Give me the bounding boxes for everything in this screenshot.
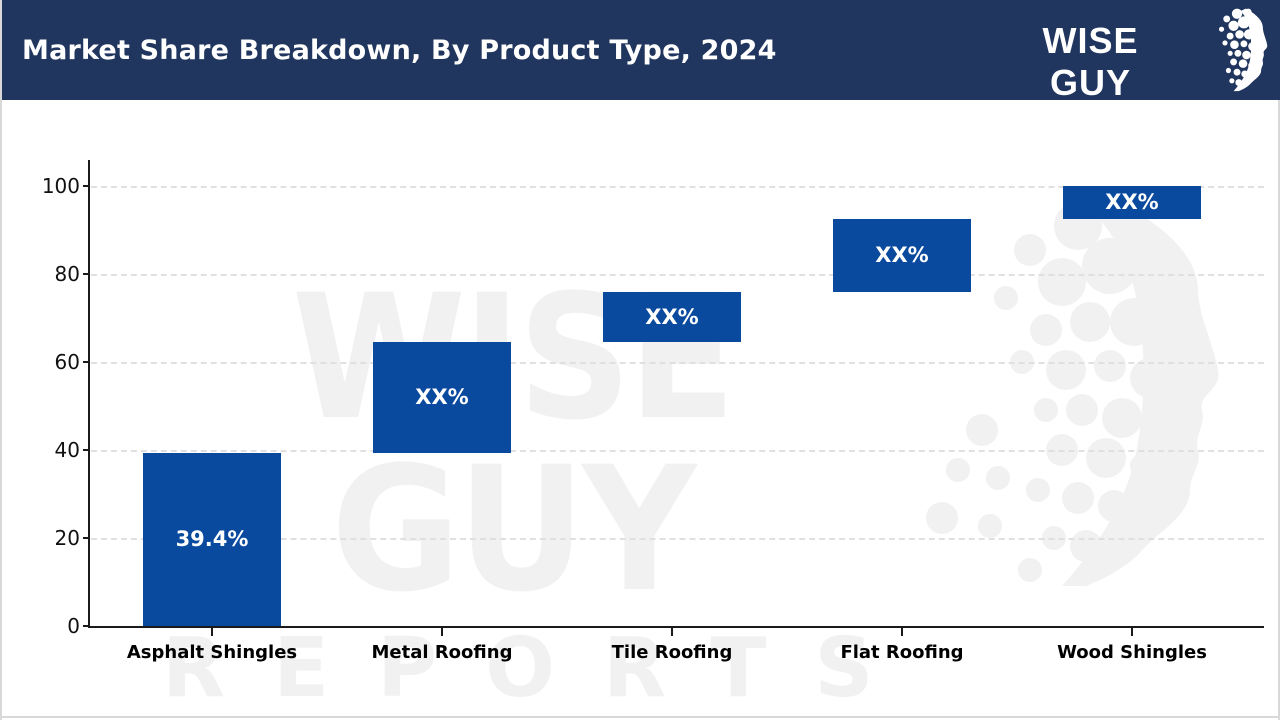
- bar-value-label: XX%: [875, 243, 929, 268]
- x-category-label: Metal Roofing: [371, 642, 513, 663]
- bar-wood-shingles: XX%: [1063, 186, 1201, 219]
- y-tick-label: 80: [54, 262, 80, 286]
- y-tick-label: 60: [54, 350, 80, 374]
- wiseguy-logo: WISE GUY REPORTS: [998, 6, 1268, 122]
- bar-value-label: XX%: [1105, 190, 1159, 215]
- x-tick-mark: [1131, 628, 1133, 636]
- x-tick-mark: [211, 628, 213, 636]
- logo-wordmark: WISE GUY: [1042, 20, 1139, 103]
- logo-subtitle: REPORTS: [1028, 106, 1159, 122]
- y-tick-mark: [83, 537, 90, 539]
- wiseguy-head-icon: [1218, 8, 1268, 92]
- waterfall-chart: 0 20 40 60 80 100 39.4% Asphalt Shingles XX% Meta…: [2, 100, 1280, 716]
- bar-asphalt-shingles: 39.4%: [143, 452, 281, 626]
- y-tick-mark: [83, 361, 90, 363]
- x-category-label: Asphalt Shingles: [126, 642, 298, 663]
- y-tick-mark: [83, 449, 90, 451]
- y-tick-mark: [83, 625, 90, 627]
- gridline-y80: [91, 274, 1264, 276]
- y-tick-label: 0: [67, 614, 80, 638]
- logo-text: WISE GUY REPORTS: [998, 20, 1183, 122]
- x-category-label: Wood Shingles: [1057, 642, 1207, 663]
- y-tick-label: 20: [54, 526, 80, 550]
- gridline-y40: [91, 450, 1264, 452]
- y-tick-label: 40: [54, 438, 80, 462]
- x-tick-mark: [671, 628, 673, 636]
- x-axis-spine: [88, 626, 1264, 628]
- gridline-y100: [91, 186, 1264, 188]
- x-tick-mark: [901, 628, 903, 636]
- gridline-y20: [91, 538, 1264, 540]
- x-category-label: Flat Roofing: [840, 642, 964, 663]
- x-tick-mark: [441, 628, 443, 636]
- x-category-label: Tile Roofing: [611, 642, 733, 663]
- y-tick-label: 100: [41, 174, 80, 198]
- y-tick-mark: [83, 273, 90, 275]
- bottom-border-rule: [2, 716, 1280, 718]
- bar-tile-roofing: XX%: [603, 291, 741, 343]
- chart-title: Market Share Breakdown, By Product Type,…: [22, 34, 777, 66]
- gridline-y60: [91, 362, 1264, 364]
- y-axis-spine: [88, 160, 90, 628]
- bar-value-label: XX%: [415, 385, 469, 410]
- header-band: Market Share Breakdown, By Product Type,…: [2, 0, 1280, 122]
- bar-value-label: XX%: [645, 304, 699, 329]
- bar-flat-roofing: XX%: [833, 218, 971, 292]
- y-tick-mark: [83, 185, 90, 187]
- bar-metal-roofing: XX%: [373, 342, 511, 453]
- bar-value-label: 39.4%: [175, 527, 249, 552]
